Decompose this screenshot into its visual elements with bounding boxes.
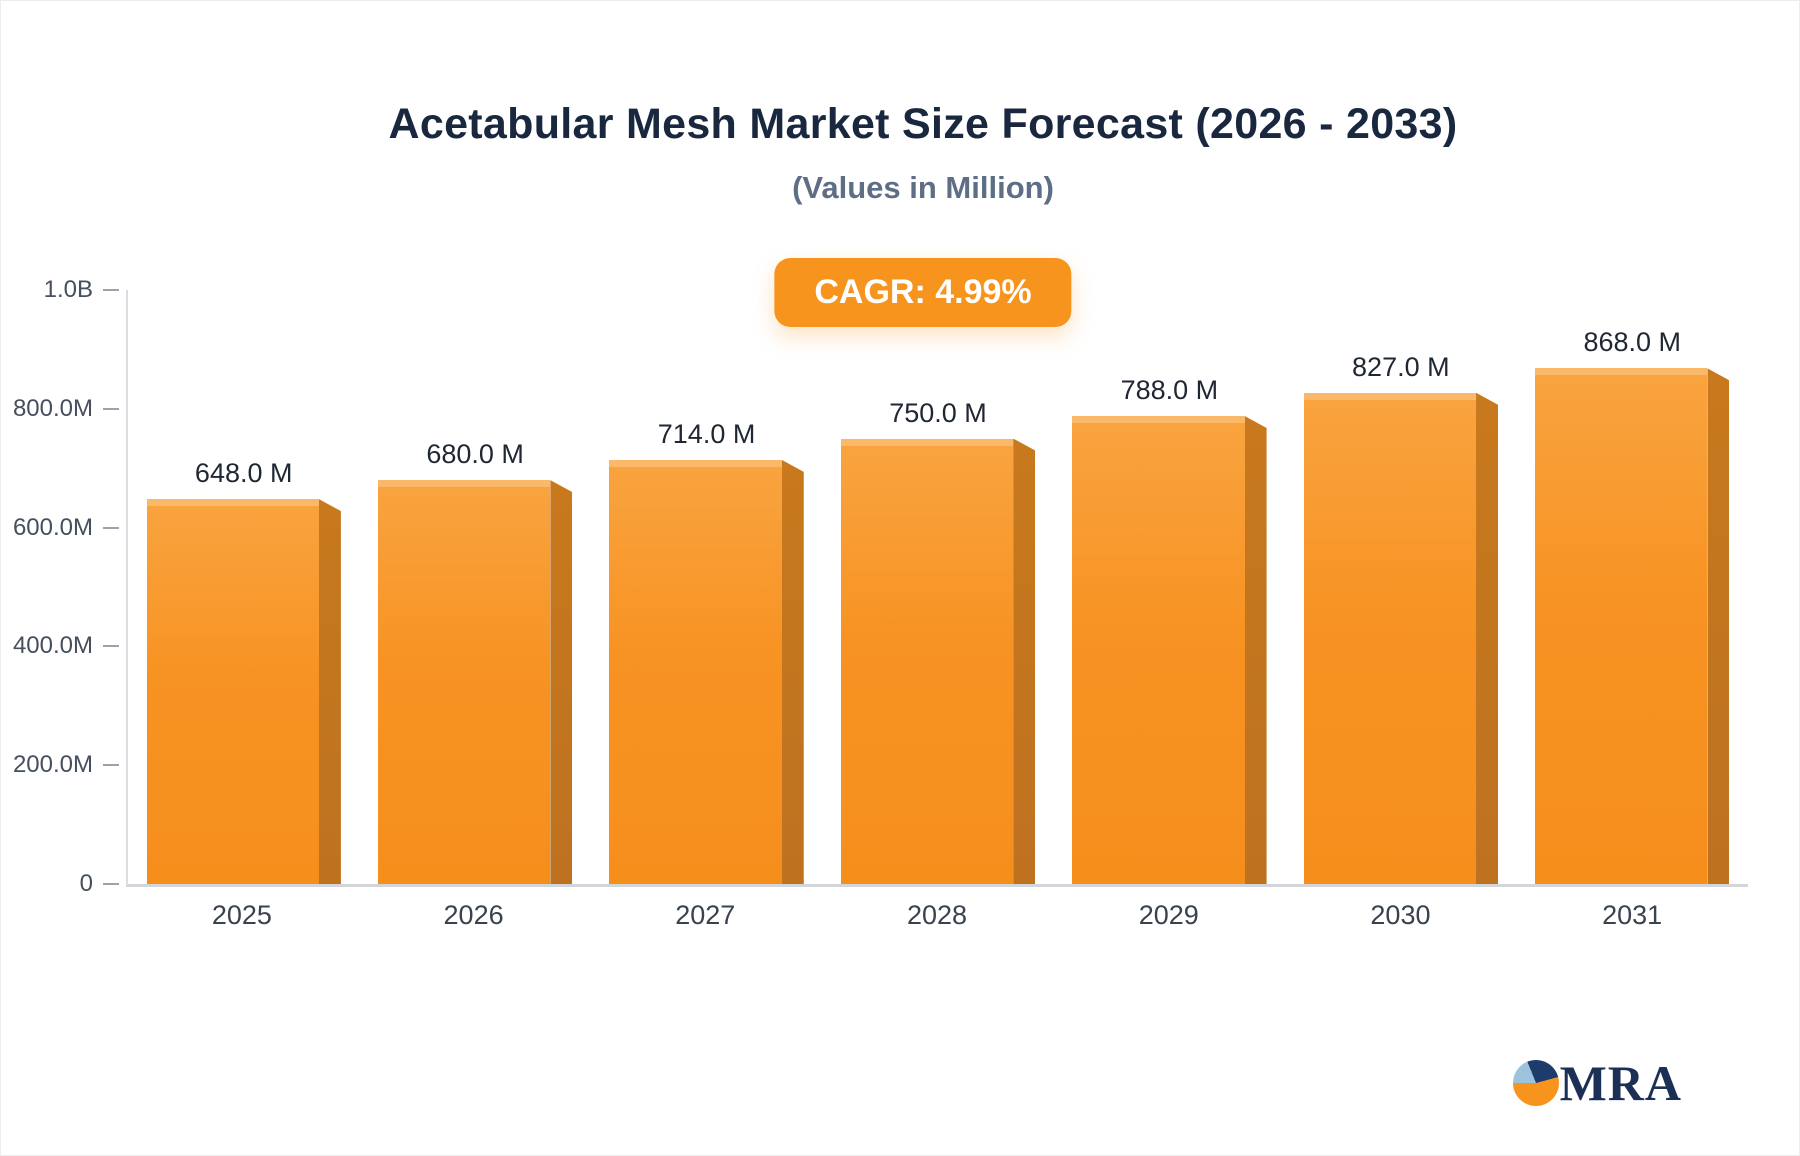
bar-group: 868.0 M bbox=[1517, 290, 1748, 884]
bar bbox=[609, 459, 804, 884]
bar bbox=[1072, 415, 1267, 884]
bar-face bbox=[609, 459, 783, 884]
y-tick-dash bbox=[103, 645, 119, 648]
y-tick-label: 0 bbox=[79, 870, 93, 897]
bar-group: 680.0 M bbox=[359, 290, 590, 884]
chart-subtitle: (Values in Million) bbox=[792, 170, 1054, 205]
x-axis-label: 2028 bbox=[906, 900, 968, 930]
bar-value-label: 714.0 M bbox=[657, 418, 756, 449]
x-axis-label: 2026 bbox=[443, 900, 504, 930]
y-tick: 1.0B bbox=[44, 276, 119, 304]
bar bbox=[840, 438, 1036, 884]
y-tick-dash bbox=[103, 883, 119, 885]
bar-side-shadow bbox=[1013, 438, 1036, 884]
y-tick: 200.0M bbox=[13, 751, 119, 779]
bar-group: 827.0 M bbox=[1285, 290, 1516, 884]
bar-value-label: 788.0 M bbox=[1120, 374, 1219, 405]
bar bbox=[1303, 392, 1499, 884]
bar-value-label: 868.0 M bbox=[1583, 327, 1682, 358]
y-tick: 600.0M bbox=[13, 514, 119, 542]
bar-value-label: 648.0 M bbox=[194, 458, 293, 489]
bar-face bbox=[146, 499, 320, 884]
pie-logo-icon bbox=[1512, 1060, 1559, 1106]
y-tick-label: 1.0B bbox=[43, 276, 93, 303]
brand-logo-text: MRA bbox=[1559, 1055, 1682, 1111]
bar-face bbox=[377, 480, 551, 884]
x-axis-label: 2029 bbox=[1138, 900, 1199, 930]
y-tick-dash bbox=[103, 764, 119, 767]
bar-group: 714.0 M bbox=[591, 290, 822, 884]
bar-side-shadow bbox=[318, 499, 341, 884]
plot-area: 648.0 M 680.0 M 714.0 M 750.0 M 788.0 M 827.0… bbox=[126, 290, 1748, 887]
y-tick: 0 bbox=[80, 870, 119, 898]
y-tick-dash bbox=[103, 289, 119, 291]
bar-face bbox=[1535, 368, 1708, 884]
y-axis: 1.0B 800.0M 600.0M 400.0M 200.0M 0 bbox=[0, 276, 126, 897]
bar-group: 788.0 M bbox=[1054, 290, 1285, 884]
bar-group: 648.0 M bbox=[128, 290, 359, 884]
x-axis-label: 2027 bbox=[675, 900, 736, 930]
y-tick-label: 200.0M bbox=[12, 751, 93, 779]
bar-value-label: 680.0 M bbox=[426, 439, 524, 470]
bar-side-shadow bbox=[550, 480, 573, 884]
x-axis-label: 2025 bbox=[211, 900, 272, 930]
bar bbox=[377, 480, 573, 884]
x-axis-label: 2031 bbox=[1602, 900, 1663, 930]
chart-title: Acetabular Mesh Market Size Forecast (20… bbox=[388, 100, 1458, 148]
bar bbox=[1535, 368, 1730, 884]
bar-value-label: 827.0 M bbox=[1352, 351, 1450, 382]
x-axis: 2025 2026 2027 2028 2029 2030 2031 bbox=[126, 900, 1748, 931]
y-tick-label: 800.0M bbox=[12, 394, 93, 422]
y-tick-label: 400.0M bbox=[12, 632, 93, 660]
bar-side-shadow bbox=[1476, 392, 1499, 884]
bar-group: 750.0 M bbox=[822, 290, 1053, 884]
bar-side-shadow bbox=[1707, 368, 1730, 884]
bar-face bbox=[840, 438, 1014, 884]
bar-value-label: 750.0 M bbox=[889, 397, 987, 428]
y-tick-dash bbox=[103, 526, 119, 529]
y-tick-label: 600.0M bbox=[12, 513, 93, 541]
brand-logo: MRA bbox=[1512, 1055, 1682, 1111]
bar bbox=[146, 499, 341, 884]
bar-side-shadow bbox=[781, 459, 804, 884]
y-tick-dash bbox=[103, 407, 119, 410]
x-axis-label: 2030 bbox=[1370, 900, 1431, 930]
y-tick: 800.0M bbox=[13, 395, 119, 423]
bars-row: 648.0 M 680.0 M 714.0 M 750.0 M 788.0 M 827.0… bbox=[128, 290, 1748, 884]
bar-side-shadow bbox=[1244, 415, 1267, 884]
bar-face bbox=[1072, 415, 1245, 884]
bar-face bbox=[1303, 392, 1477, 884]
cagr-badge: CAGR: 4.99% bbox=[774, 258, 1072, 327]
y-tick: 400.0M bbox=[13, 632, 119, 660]
